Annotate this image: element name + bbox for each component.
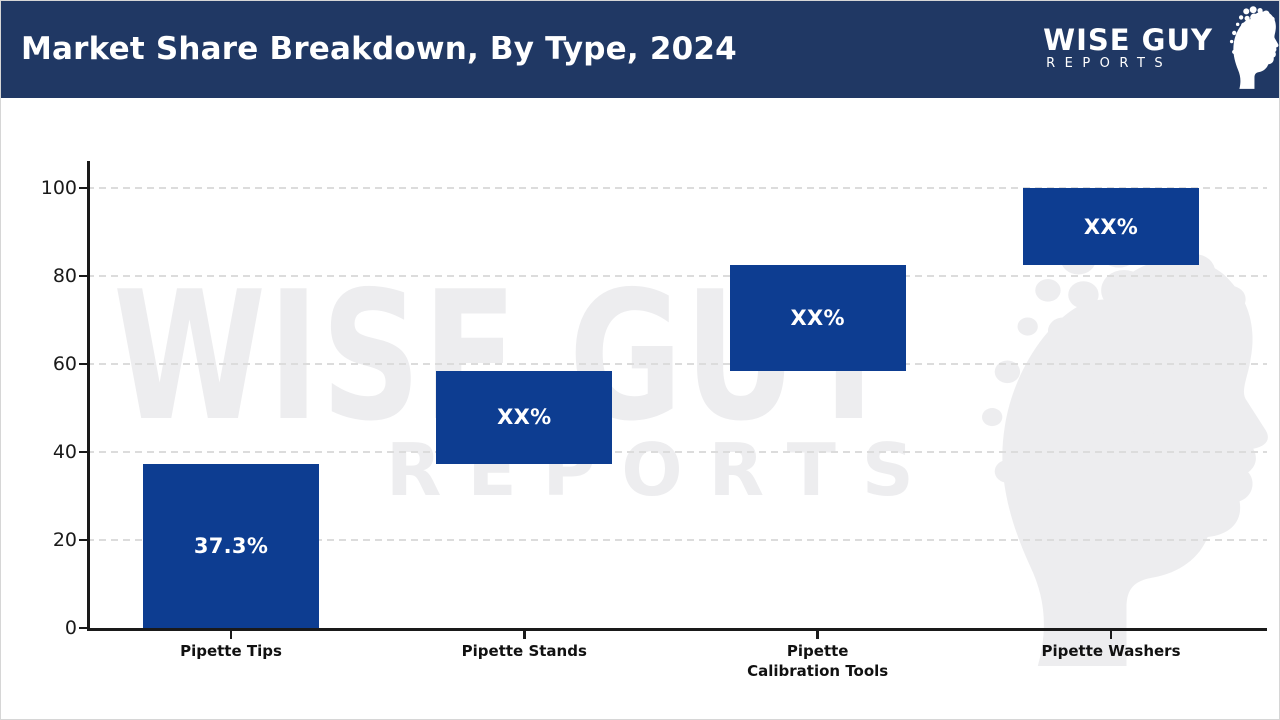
gridline-40	[87, 451, 1267, 453]
y-tick-100	[79, 186, 87, 190]
y-tick-0	[79, 626, 87, 630]
y-tick-20	[79, 538, 87, 542]
y-tick-40	[79, 450, 87, 454]
y-tick-80	[79, 274, 87, 278]
y-tick-label-0: 0	[64, 617, 77, 639]
y-tick-label-100: 100	[40, 177, 77, 199]
chart-title: Market Share Breakdown, By Type, 2024	[21, 31, 737, 67]
bar-segment: XX%	[436, 370, 613, 464]
logo-wordmark: WISE GUY	[1043, 22, 1213, 57]
y-tick-label-60: 60	[52, 353, 77, 375]
bar-value-label: XX%	[790, 305, 845, 330]
category-label: Pipette Calibration Tools	[747, 642, 889, 680]
bar-segment: XX%	[729, 265, 906, 371]
y-tick-label-80: 80	[52, 265, 77, 287]
bar-segment: 37.3%	[143, 463, 319, 628]
y-tick-label-20: 20	[52, 529, 77, 551]
bar-segment: XX%	[1023, 188, 1199, 265]
y-tick-60	[79, 362, 87, 366]
x-tick-2	[816, 630, 819, 639]
bar-value-label: 37.3%	[193, 533, 269, 558]
y-tick-label-40: 40	[52, 441, 77, 463]
wiseguy-logo: WISE GUY REPORTS	[1043, 6, 1279, 90]
x-tick-3	[1109, 630, 1113, 639]
category-label: Pipette Washers	[1041, 642, 1181, 660]
category-label: Pipette Stands	[461, 642, 587, 660]
y-axis-line	[87, 161, 90, 631]
x-tick-1	[523, 630, 526, 639]
gridline-100	[87, 187, 1267, 189]
x-axis-line	[87, 628, 1267, 631]
bar-value-label: XX%	[497, 405, 552, 430]
header-bar: Market Share Breakdown, By Type, 2024 WI…	[1, 1, 1279, 98]
face-logo-icon	[1229, 6, 1279, 89]
bar-value-label: XX%	[1083, 214, 1139, 239]
gridline-60	[87, 363, 1267, 365]
category-label: Pipette Tips	[180, 642, 282, 660]
gridline-80	[87, 275, 1267, 277]
logo-text: WISE GUY REPORTS	[1043, 22, 1213, 72]
logo-subtitle: REPORTS	[1046, 56, 1173, 72]
x-tick-0	[229, 630, 233, 639]
gridline-20	[87, 539, 1267, 541]
